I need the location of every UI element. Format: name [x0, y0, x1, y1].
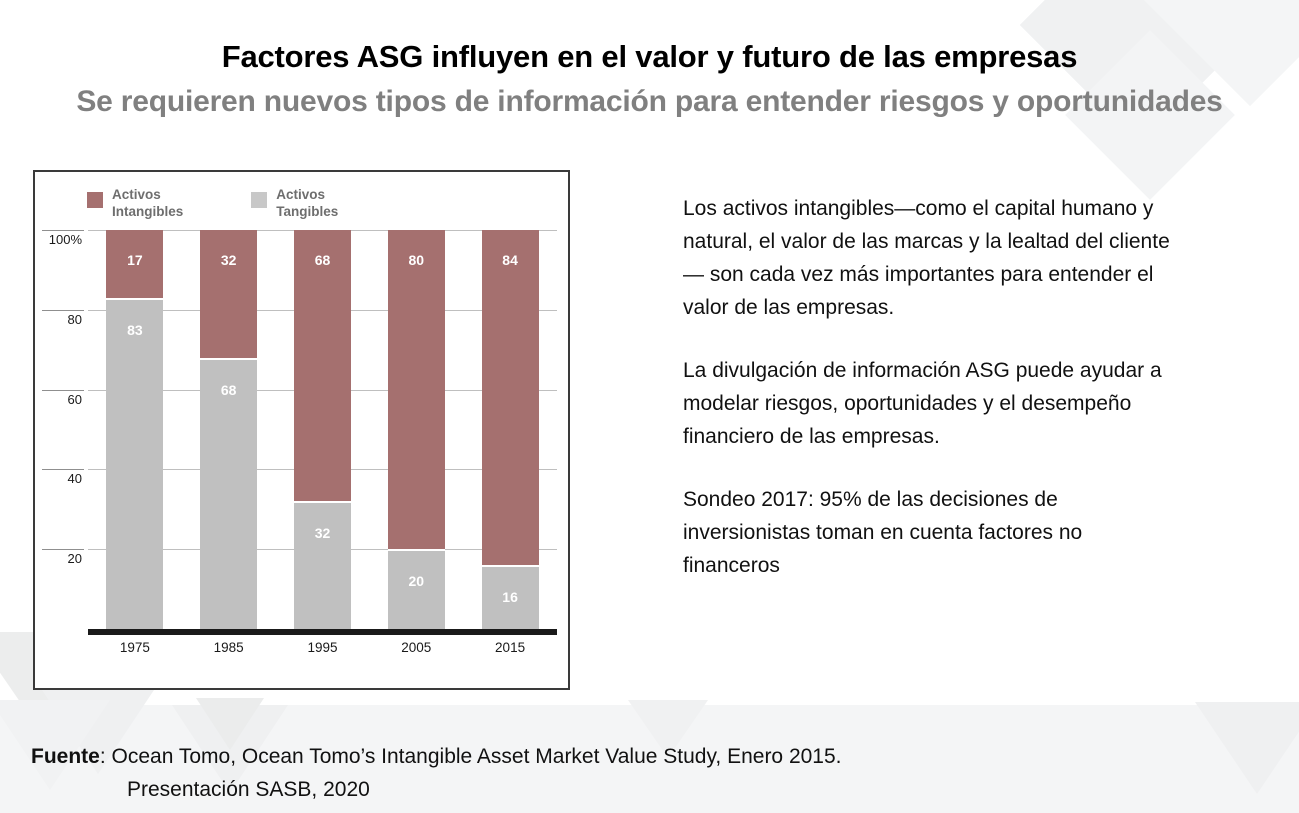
bar-value-label: 68	[220, 381, 237, 398]
bar-segment-tangible: 20	[387, 549, 445, 629]
y-axis-label: 80	[67, 311, 82, 327]
bar-segment-intangible: 84	[481, 230, 539, 566]
chart-panel: Activos Intangibles Activos Tangibles 20…	[33, 170, 570, 690]
y-axis-tick-mark	[42, 309, 84, 311]
source-footer-line1: Fuente: Ocean Tomo, Ocean Tomo’s Intangi…	[31, 740, 842, 773]
bar-segment-tangible: 32	[293, 501, 351, 629]
bar-column: 32 68	[200, 230, 258, 629]
legend-swatch-intangible-icon	[87, 192, 103, 208]
body-paragraph-1: Los activos intangibles—como el capital …	[683, 197, 1170, 319]
x-axis-labels: 1975 1985 1995 2005 2015	[88, 640, 557, 655]
source-label: Fuente	[31, 745, 100, 768]
legend-item-tangible: Activos Tangibles	[251, 186, 338, 220]
bar-value-label: 32	[220, 252, 237, 269]
y-axis-label: 60	[67, 391, 82, 407]
bar-segment-intangible: 32	[200, 230, 258, 358]
headline-block: Factores ASG influyen en el valor y futu…	[0, 34, 1299, 154]
y-axis-label: 40	[67, 471, 82, 487]
source-footer: Fuente: Ocean Tomo, Ocean Tomo’s Intangi…	[31, 740, 842, 806]
legend-label-tangible: Activos Tangibles	[276, 187, 339, 219]
x-axis-baseline	[88, 629, 557, 635]
bar-segment-tangible: 68	[200, 357, 258, 629]
bar-value-label: 80	[408, 252, 425, 269]
bar-value-label: 32	[314, 525, 331, 542]
y-axis-tick-mark	[42, 469, 84, 471]
body-paragraph-3: Sondeo 2017: 95% de las decisiones de in…	[683, 488, 1083, 577]
body-text-column: Los activos intangibles—como el capital …	[683, 192, 1183, 582]
page-subtitle: Se requieren nuevos tipos de información…	[76, 85, 1223, 118]
bar-segment-intangible: 80	[387, 230, 445, 550]
x-axis-label: 2015	[495, 640, 526, 655]
bar-value-label: 83	[127, 321, 143, 338]
bar-value-label: 17	[127, 252, 143, 269]
bar-column: 17 83	[106, 230, 164, 629]
bars-group: 17 83 32 68 68 32 80 20 84 16	[88, 230, 557, 629]
x-axis-label: 1975	[119, 640, 150, 655]
bar-segment-tangible: 16	[481, 565, 539, 629]
bar-segment-intangible: 17	[106, 230, 164, 298]
chart-legend: Activos Intangibles Activos Tangibles	[87, 186, 338, 220]
bar-value-label: 20	[408, 573, 425, 590]
bar-value-label: 84	[502, 252, 518, 269]
body-paragraph-2: La divulgación de información ASG puede …	[683, 359, 1162, 448]
bar-segment-intangible: 68	[293, 230, 351, 502]
bar-column: 84 16	[481, 230, 539, 629]
plot-area: 20 40 60 80 100% 17 83 32 68 68 32 80 20 84 16	[42, 230, 557, 629]
bar-column: 80 20	[387, 230, 445, 629]
x-axis-label: 2005	[401, 640, 432, 655]
x-axis-label: 1995	[307, 640, 338, 655]
y-axis-label: 100%	[48, 232, 82, 247]
source-footer-line2: Presentación SASB, 2020	[127, 778, 370, 801]
page-title: Factores ASG influyen en el valor y futu…	[221, 39, 1078, 74]
bar-value-label: 16	[502, 589, 518, 606]
y-axis-tick-mark	[42, 389, 84, 391]
y-axis-tick-mark	[42, 230, 84, 231]
bar-segment-tangible: 83	[106, 297, 164, 629]
x-axis-label: 1985	[213, 640, 244, 655]
legend-label-intangible: Activos Intangibles	[112, 187, 184, 219]
watermark-triangle-right-1	[1195, 702, 1299, 794]
legend-item-intangible: Activos Intangibles	[87, 186, 183, 220]
legend-swatch-tangible-icon	[251, 192, 268, 208]
bar-column: 68 32	[293, 230, 351, 629]
y-axis-label: 20	[67, 551, 82, 567]
y-axis-tick-mark	[42, 549, 84, 551]
bar-value-label: 68	[314, 252, 331, 269]
source-text: : Ocean Tomo, Ocean Tomo’s Intangible As…	[99, 745, 842, 768]
